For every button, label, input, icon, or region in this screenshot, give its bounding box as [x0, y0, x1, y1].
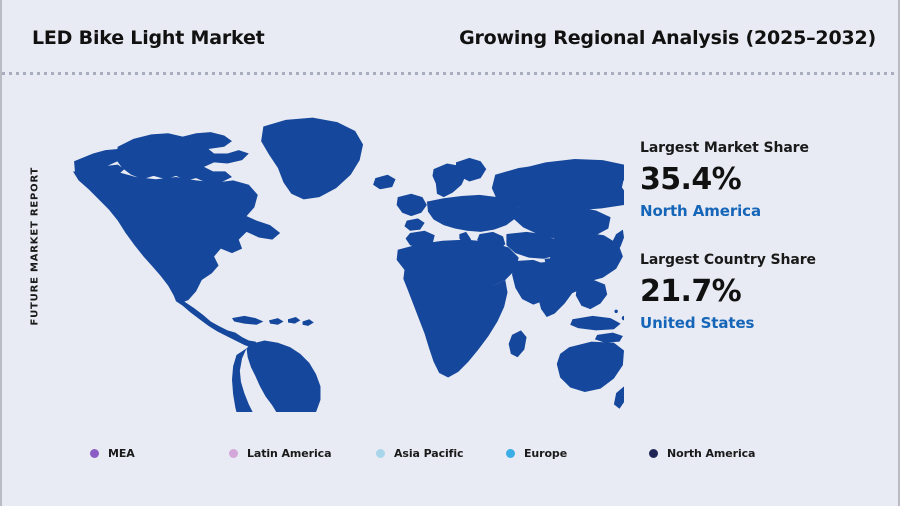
legend-dot-icon [506, 449, 515, 458]
header-divider [2, 72, 898, 75]
legend-dot-icon [229, 449, 238, 458]
world-map [64, 92, 624, 412]
header: LED Bike Light Market Growing Regional A… [2, 0, 898, 72]
legend-item-latin-america: Latin America [229, 447, 332, 460]
stats-panel: Largest Market Share 35.4% North America… [640, 140, 890, 332]
legend-item-mea: MEA [90, 447, 135, 460]
legend-item-north-america: North America [649, 447, 755, 460]
legend: MEA Latin America Asia Pacific Europe No… [90, 447, 810, 467]
legend-label: MEA [108, 447, 135, 460]
legend-label: North America [667, 447, 756, 460]
world-map-svg [72, 117, 624, 412]
stat-value: 35.4% [640, 162, 742, 197]
stat-label: Largest Country Share [640, 252, 816, 268]
legend-item-asia-pacific: Asia Pacific [376, 447, 464, 460]
stat-region: North America [640, 202, 761, 220]
stat-region: United States [640, 314, 755, 332]
legend-dot-icon [649, 449, 658, 458]
legend-label: Latin America [247, 447, 332, 460]
stat-block-country-share: Largest Country Share 21.7% United State… [640, 252, 890, 332]
legend-label: Europe [524, 447, 568, 460]
legend-item-europe: Europe [506, 447, 567, 460]
legend-dot-icon [90, 449, 99, 458]
map-landmasses [72, 117, 624, 412]
header-subtitle: Growing Regional Analysis (2025–2032) [459, 27, 876, 49]
legend-label: Asia Pacific [394, 447, 464, 460]
stat-value: 21.7% [640, 274, 742, 309]
stat-block-market-share: Largest Market Share 35.4% North America [640, 140, 890, 220]
brand-vertical-label: FUTURE MARKET REPORT [29, 166, 41, 326]
legend-dot-icon [376, 449, 385, 458]
page-title: LED Bike Light Market [32, 27, 265, 49]
stat-label: Largest Market Share [640, 140, 809, 156]
